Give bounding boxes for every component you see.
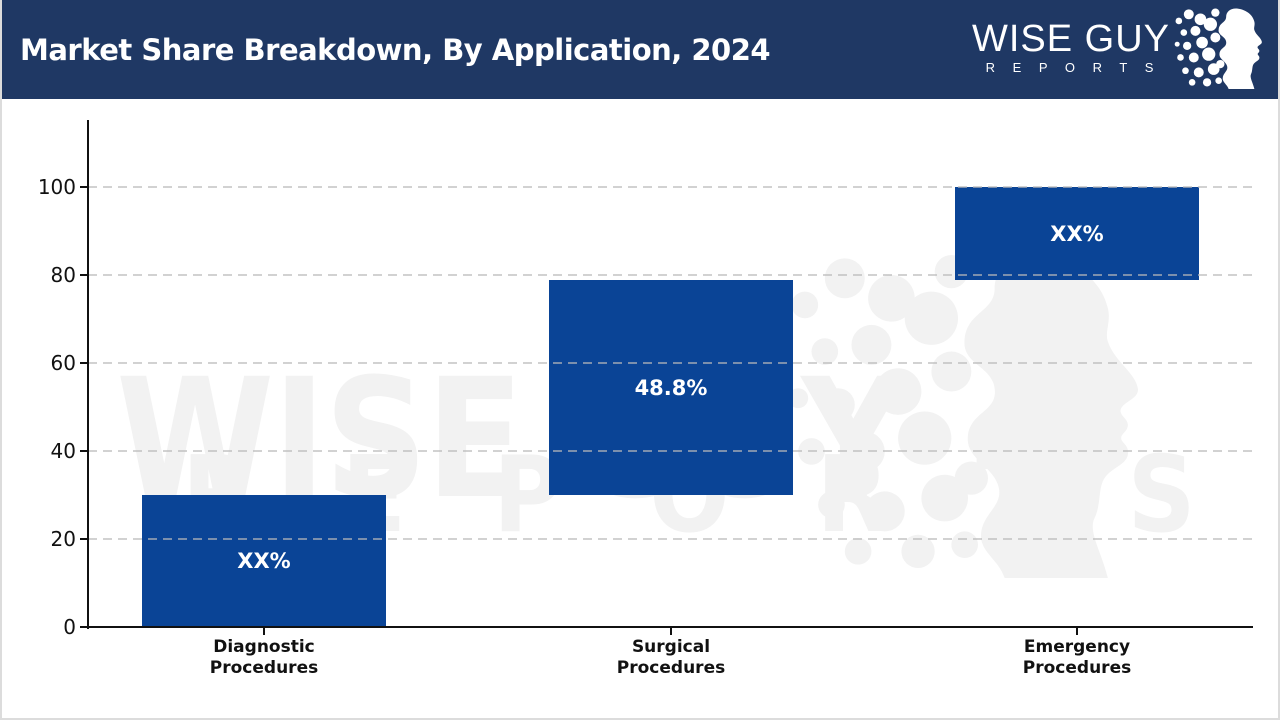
bar-2 xyxy=(549,280,793,495)
bar-1 xyxy=(142,495,386,627)
page-title: Market Share Breakdown, By Application, … xyxy=(20,32,771,67)
y-tick-40 xyxy=(80,450,87,452)
x-tick-2 xyxy=(670,628,672,635)
logo-face-icon xyxy=(1174,8,1262,89)
y-axis xyxy=(87,120,89,629)
title-banner: Market Share Breakdown, By Application, … xyxy=(0,0,1280,99)
y-tick-label-20: 20 xyxy=(50,527,76,551)
bar-value-label-3: XX% xyxy=(1050,221,1104,246)
bar-value-label-2: 48.8% xyxy=(634,375,708,400)
y-tick-label-80: 80 xyxy=(50,263,76,287)
x-category-label-2: Surgical Procedures xyxy=(616,637,726,678)
y-tick-0 xyxy=(80,626,87,628)
logo-wordmark: WISE GUY xyxy=(971,17,1170,60)
x-category-label-1: Diagnostic Procedures xyxy=(209,637,319,678)
x-tick-3 xyxy=(1076,628,1078,635)
y-tick-100 xyxy=(80,186,87,188)
y-tick-80 xyxy=(80,274,87,276)
gridline-100 xyxy=(88,186,1253,188)
logo-subtext: R E P O R T S xyxy=(985,60,1161,76)
gridline-60 xyxy=(88,362,1253,364)
x-category-label-3: Emergency Procedures xyxy=(1022,637,1132,678)
gridline-40 xyxy=(88,450,1253,452)
y-tick-20 xyxy=(80,538,87,540)
y-tick-label-60: 60 xyxy=(50,351,76,375)
y-tick-60 xyxy=(80,362,87,364)
y-tick-label-100: 100 xyxy=(37,175,76,199)
x-tick-1 xyxy=(263,628,265,635)
gridline-20 xyxy=(88,538,1253,540)
gridline-80 xyxy=(88,274,1253,276)
y-tick-label-40: 40 xyxy=(50,439,76,463)
wise-guy-reports-logo: WISE GUY R E P O R T S xyxy=(972,6,1272,89)
bar-value-label-1: XX% xyxy=(237,549,291,573)
y-tick-label-0: 0 xyxy=(63,615,76,639)
x-axis xyxy=(87,626,1253,628)
